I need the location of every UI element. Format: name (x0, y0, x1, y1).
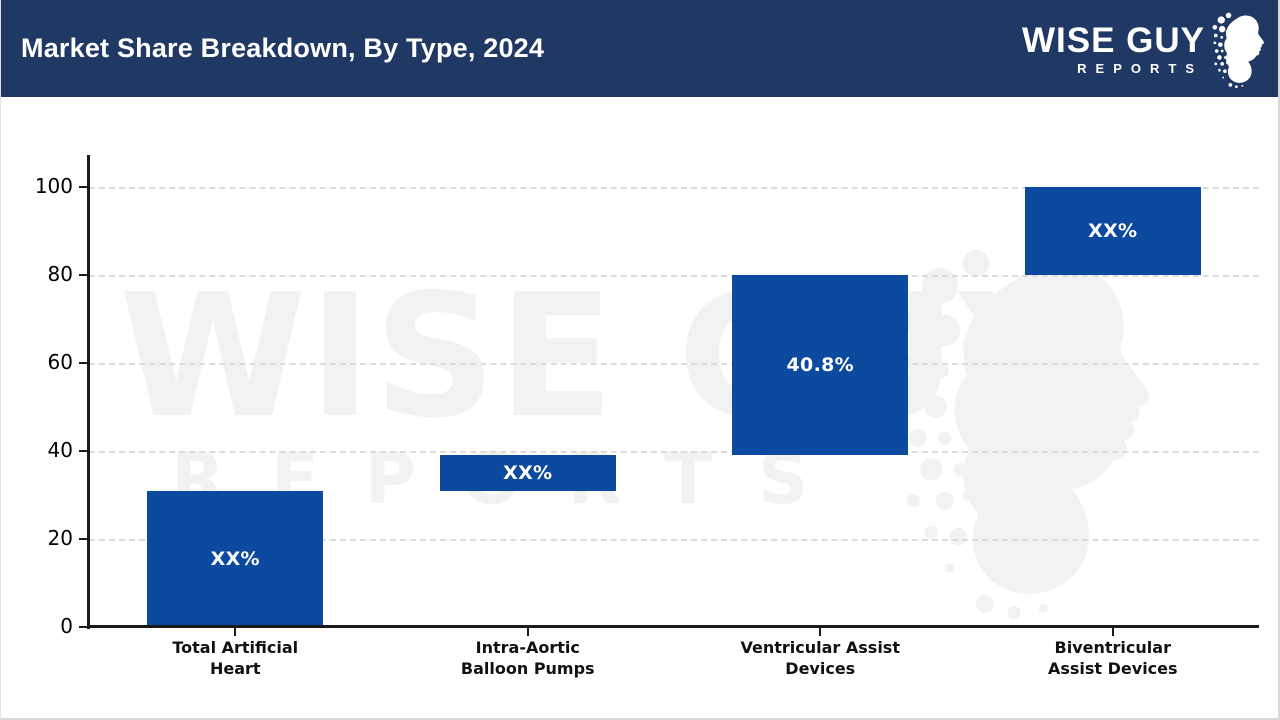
x-category-label-line: Assist Devices (1047, 659, 1178, 678)
y-tick-label: 80 (47, 262, 73, 286)
y-axis-tick (79, 274, 89, 276)
logo-text: WISE GUY REPORTS (1021, 20, 1205, 76)
gridline (89, 363, 1259, 365)
bar-segment-4: XX% (1024, 187, 1201, 275)
y-tick-label: 60 (47, 350, 73, 374)
y-tick-label: 40 (47, 438, 73, 462)
x-category-label-line: Devices (785, 659, 856, 678)
logo-head-profile-icon (1212, 12, 1264, 89)
y-axis-tick (79, 450, 89, 452)
x-category-label-line: Intra-Aortic (475, 638, 580, 657)
x-category-label-line: Total Artificial (172, 638, 299, 657)
waterfall-chart-plot-area: 0 20 40 60 80 100 XX% Total Artificial Heart XX% I… (35, 155, 1259, 678)
y-tick-label: 20 (47, 526, 73, 550)
x-category-label-line: Balloon Pumps (460, 659, 595, 678)
logo-reports-text: REPORTS (1077, 60, 1203, 76)
header-banner: Market Share Breakdown, By Type, 2024 WI… (1, 0, 1278, 97)
bar-segment-1: XX% (147, 490, 324, 627)
y-tick-label: 100 (34, 174, 73, 198)
x-category-label-line: Biventricular (1054, 638, 1171, 657)
x-category-label-line: Ventricular Assist (740, 638, 900, 657)
wise-guy-logo: WISE GUY REPORTS (1022, 8, 1271, 90)
y-axis-line (87, 155, 90, 629)
y-axis-tick (79, 538, 89, 540)
bar-segment-2: XX% (439, 454, 616, 491)
y-axis-tick (79, 362, 89, 364)
x-axis-tick (526, 628, 529, 636)
x-category-label: Ventricular Assist Devices (690, 637, 950, 679)
x-axis-tick (819, 628, 822, 636)
gridline (89, 539, 1259, 541)
x-axis-tick (1111, 628, 1114, 636)
bar-value-label: XX% (503, 461, 553, 484)
bar-value-label: 40.8% (786, 353, 854, 376)
x-category-label: Total Artificial Heart (105, 637, 365, 679)
x-axis-line (87, 625, 1259, 628)
y-tick-label: 0 (60, 614, 73, 638)
page-title: Market Share Breakdown, By Type, 2024 (21, 33, 545, 63)
gridline (89, 451, 1259, 453)
bar-value-label: XX% (1088, 220, 1138, 242)
gridline (89, 275, 1259, 277)
x-category-label: Intra-Aortic Balloon Pumps (398, 637, 658, 679)
x-axis-tick (234, 628, 237, 636)
watermark-wordmark: WISE GUY (119, 258, 1085, 456)
x-category-label: Biventricular Assist Devices (983, 637, 1243, 679)
bar-value-label: XX% (210, 547, 260, 570)
x-category-label-line: Heart (209, 659, 261, 678)
bar-segment-3: 40.8% (732, 275, 909, 455)
y-axis-tick (79, 186, 89, 188)
y-axis-tick (79, 626, 89, 628)
gridline (89, 187, 1259, 189)
logo-wordmark: WISE GUY (1021, 20, 1205, 60)
